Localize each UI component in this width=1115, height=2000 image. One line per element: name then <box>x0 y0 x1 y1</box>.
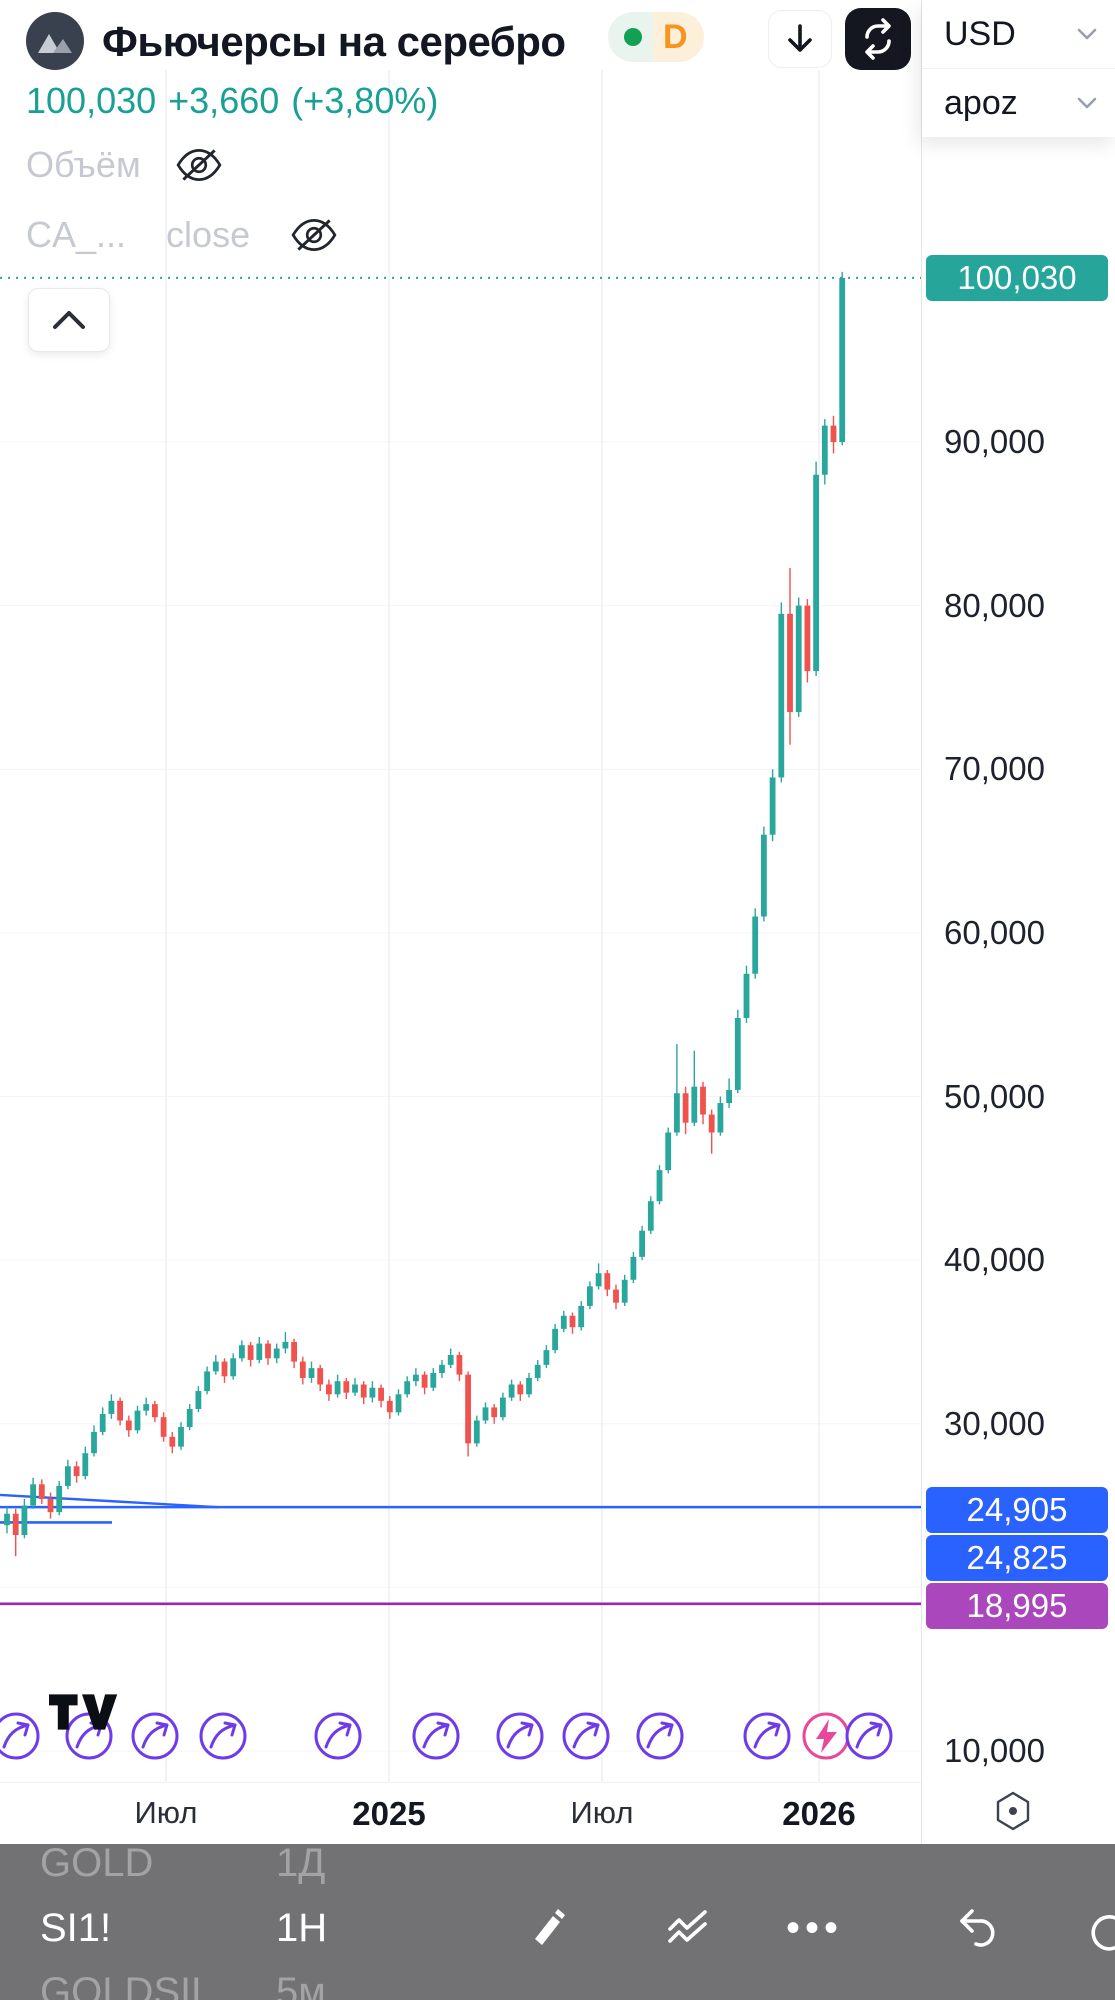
collapse-legend-button[interactable] <box>28 288 110 352</box>
watchlist-row[interactable]: GOLD 1Д <box>0 1844 560 1891</box>
chevron-down-icon <box>1077 97 1097 109</box>
currency-value: USD <box>944 14 1016 53</box>
redo-button[interactable] <box>1065 1901 1115 1954</box>
scale-settings-icon[interactable] <box>992 1790 1034 1837</box>
price-label-badge: 24,825 <box>926 1535 1108 1581</box>
price-change-pct: (+3,80%) <box>291 80 439 121</box>
undo-button[interactable] <box>950 1901 1000 1954</box>
event-marker-icon[interactable] <box>494 1710 546 1762</box>
x-axis-label: Июл <box>570 1795 634 1830</box>
last-price: 100,030 <box>26 80 157 121</box>
study-legend: CA_... close <box>26 214 338 256</box>
event-marker-icon[interactable] <box>197 1710 249 1762</box>
chevron-down-icon <box>1077 28 1097 40</box>
study-value: close <box>166 214 251 255</box>
unit-selector[interactable]: apoz <box>922 69 1115 137</box>
download-button[interactable] <box>768 10 832 68</box>
price-label-badge: 18,995 <box>926 1583 1108 1629</box>
price-axis[interactable]: USD apoz 90,000 80,000 70,000 60,000 50,000 4… <box>921 0 1115 1844</box>
event-marker-icon[interactable] <box>634 1710 686 1762</box>
candlestick-chart[interactable] <box>0 0 921 1782</box>
undo-arrow-icon <box>960 1909 995 1947</box>
bottom-toolbar: GOLD 1Д SI1! 1Н GOLDSIL 5м ••• <box>0 1844 1115 2000</box>
redo-arrow-icon <box>1091 1915 1115 1951</box>
y-axis-label: 40,000 <box>944 1241 1045 1279</box>
interval-chip[interactable]: D <box>608 12 704 62</box>
event-marker-icon[interactable] <box>843 1710 895 1762</box>
axis-settings-card: USD apoz <box>922 0 1115 137</box>
y-axis-label: 80,000 <box>944 586 1045 624</box>
watchlist-row[interactable]: SI1! 1Н <box>0 1900 560 1956</box>
watchlist-symbol: GOLD <box>40 1844 154 1885</box>
price-label-badge: 24,905 <box>926 1487 1108 1533</box>
tradingview-logo <box>44 1690 120 1739</box>
watchlist-timeframe: 1Н <box>276 1905 328 1950</box>
watchlist-symbol: GOLDSIL <box>40 1969 214 2000</box>
sync-arrows-icon <box>865 18 891 60</box>
more-options-button[interactable]: ••• <box>786 1906 844 1950</box>
event-marker-icon[interactable] <box>741 1710 793 1762</box>
watchlist-row[interactable]: GOLDSIL 5м <box>0 1964 560 2000</box>
interval-label: D <box>653 12 704 62</box>
event-marker-icon[interactable] <box>410 1710 462 1762</box>
event-marker-icon[interactable] <box>129 1710 181 1762</box>
y-axis-label: 50,000 <box>944 1077 1045 1115</box>
event-marker-icon[interactable] <box>560 1710 612 1762</box>
chevron-up-icon <box>53 311 85 329</box>
event-marker-icon[interactable] <box>312 1710 364 1762</box>
symbol-logo[interactable] <box>26 12 84 70</box>
y-axis-label: 10,000 <box>944 1732 1045 1769</box>
x-axis-label: 2025 <box>352 1795 426 1832</box>
y-axis-label: 60,000 <box>944 913 1045 951</box>
mountains-icon <box>38 34 72 53</box>
screenshot-button[interactable] <box>845 8 911 70</box>
study-visibility-button[interactable] <box>290 215 338 255</box>
indicators-icon <box>668 1910 707 1943</box>
draw-button[interactable] <box>523 1901 573 1954</box>
currency-selector[interactable]: USD <box>922 0 1115 69</box>
y-axis-label: 30,000 <box>944 1404 1045 1442</box>
watchlist-timeframe: 1Д <box>276 1844 326 1885</box>
study-label: CA_... <box>26 214 127 255</box>
unit-value: apoz <box>944 83 1018 122</box>
volume-label: Объём <box>26 144 141 185</box>
arrow-down-icon <box>788 24 812 52</box>
indicators-button[interactable] <box>663 1901 713 1954</box>
event-marker-icon[interactable] <box>0 1710 42 1762</box>
x-axis-label: 2026 <box>782 1795 856 1832</box>
eye-off-icon <box>291 219 337 251</box>
price-label-badge: 100,030 <box>926 255 1108 301</box>
price-change: +3,660 <box>168 80 280 121</box>
y-axis-label: 90,000 <box>944 423 1045 460</box>
x-axis-label: Июл <box>134 1795 198 1830</box>
watchlist-symbol: SI1! <box>40 1905 112 1950</box>
symbol-title[interactable]: Фьючерсы на серебро <box>102 18 566 65</box>
watchlist-timeframe: 5м <box>276 1969 326 2000</box>
last-price-line: 100,030 +3,660 (+3,80%) <box>26 80 450 122</box>
volume-visibility-button[interactable] <box>175 145 223 185</box>
time-axis[interactable]: Июл 2025 Июл 2026 <box>0 1782 921 1845</box>
pencil-icon <box>535 1909 565 1945</box>
volume-legend: Объём <box>26 144 223 186</box>
market-open-dot-icon <box>624 28 642 46</box>
y-axis-label: 70,000 <box>944 750 1045 788</box>
eye-off-icon <box>176 149 222 181</box>
market-status <box>608 12 653 62</box>
